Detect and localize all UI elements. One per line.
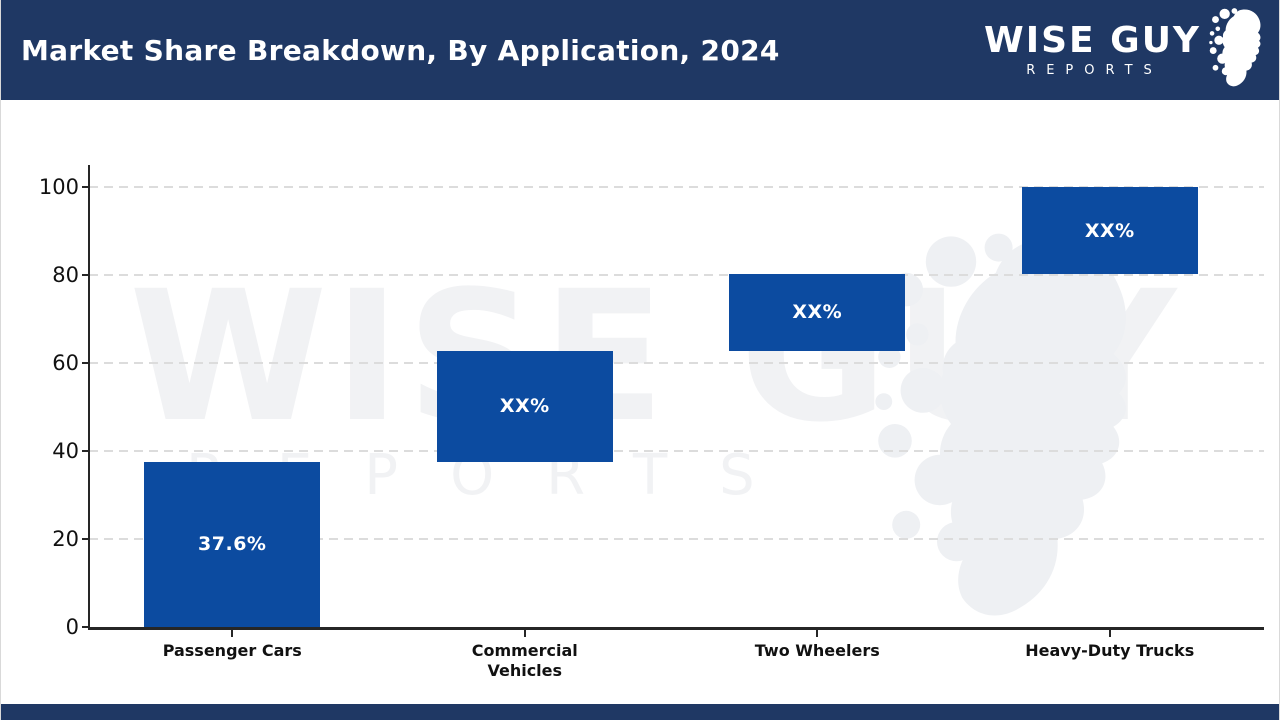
y-tick-mark: [82, 274, 89, 276]
bar-commercial-vehicles: XX%: [436, 350, 613, 462]
gridline-100: [89, 186, 1264, 188]
y-tick-mark: [82, 186, 89, 188]
x-category-label-heavy-duty-trucks: Heavy-Duty Trucks: [1025, 641, 1195, 660]
gridline-80: [89, 274, 1264, 276]
header-banner: Market Share Breakdown, By Application, …: [1, 0, 1279, 100]
page-title: Market Share Breakdown, By Application, …: [21, 33, 780, 67]
bar-value-label: XX%: [499, 395, 550, 418]
x-tick-mark: [523, 630, 526, 637]
y-tick-label: 0: [65, 615, 79, 639]
gridline-40: [89, 450, 1264, 452]
bar-two-wheelers: XX%: [729, 274, 906, 351]
bar-heavy-duty-trucks: XX%: [1021, 187, 1198, 275]
y-tick-mark: [82, 362, 89, 364]
brand-logo: WISE GUY REPORTS: [984, 0, 1271, 100]
y-tick-mark: [82, 450, 89, 452]
x-tick-mark: [231, 630, 234, 637]
bar-value-label: 37.6%: [198, 533, 267, 556]
x-tick-mark: [816, 630, 819, 637]
y-tick-mark: [82, 626, 89, 628]
bar-value-label: XX%: [1084, 219, 1135, 242]
x-category-label-two-wheelers: Two Wheelers: [754, 641, 880, 660]
x-category-label-passenger-cars: Passenger Cars: [162, 641, 302, 660]
footer-banner: [1, 704, 1279, 720]
bar-value-label: XX%: [792, 301, 843, 324]
brand-logo-text: WISE GUY REPORTS: [983, 19, 1201, 78]
y-tick-label: 80: [52, 263, 79, 287]
gridline-20: [89, 538, 1264, 540]
y-tick-label: 40: [52, 439, 79, 463]
brand-subtitle: REPORTS: [1026, 62, 1163, 78]
x-axis-line: [88, 627, 1264, 630]
y-tick-mark: [82, 538, 89, 540]
y-tick-label: 60: [52, 351, 79, 375]
x-tick-mark: [1108, 630, 1111, 637]
gridline-60: [89, 362, 1264, 364]
y-tick-label: 100: [38, 175, 79, 199]
bar-passenger-cars: 37.6%: [144, 461, 321, 627]
y-axis-line: [88, 165, 90, 629]
x-category-label-commercial-vehicles: Commercial Vehicles: [471, 641, 578, 680]
brand-name: WISE GUY: [983, 19, 1201, 61]
y-tick-label: 20: [52, 527, 79, 551]
